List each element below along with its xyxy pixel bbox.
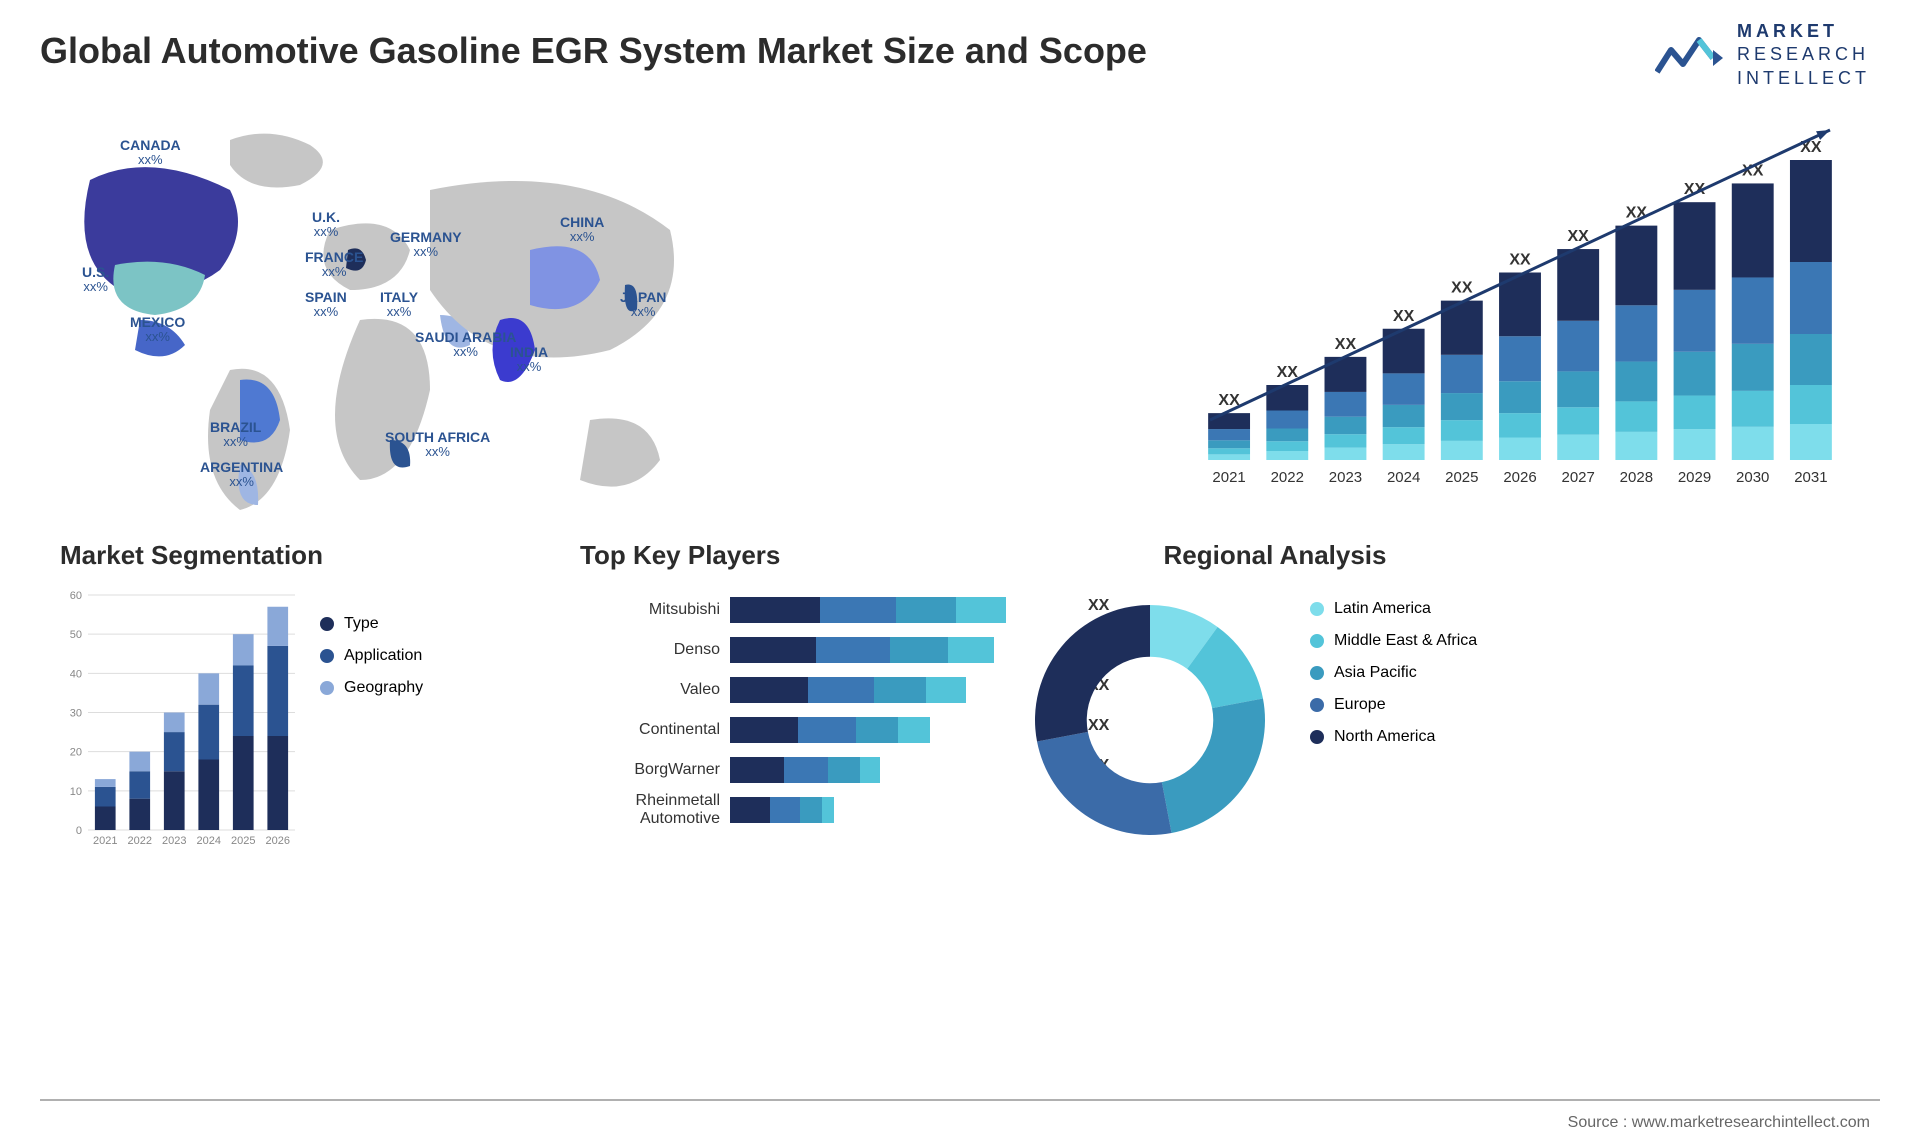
regional-title: Regional Analysis [1000, 540, 1550, 571]
player-label: Mitsubishi [580, 601, 730, 619]
segmentation-section: Market Segmentation 0 10 20 30 40 50 60 2021 202… [60, 540, 440, 850]
map-label: SAUDI ARABIAxx% [415, 330, 516, 360]
svg-text:30: 30 [70, 708, 82, 720]
player-label: Valeo [580, 681, 730, 699]
map-label: SPAINxx% [305, 290, 347, 320]
svg-text:40: 40 [70, 668, 82, 680]
svg-text:2030: 2030 [1736, 469, 1769, 486]
legend-item: Middle East & Africa [1310, 632, 1477, 650]
regional-legend: Latin America Middle East & Africa Asia Pa… [1310, 600, 1477, 760]
map-label: CANADAxx% [120, 138, 181, 168]
svg-text:2031: 2031 [1794, 469, 1827, 486]
svg-text:2025: 2025 [231, 835, 255, 847]
map-label: JAPANxx% [620, 290, 666, 320]
svg-text:2028: 2028 [1620, 469, 1653, 486]
svg-text:XX: XX [1335, 336, 1357, 353]
svg-text:2029: 2029 [1678, 469, 1711, 486]
legend-item: Asia Pacific [1310, 664, 1477, 682]
regional-donut [1020, 590, 1280, 850]
logo-mark-icon [1655, 30, 1725, 80]
svg-text:60: 60 [70, 590, 82, 602]
map-label: MEXICOxx% [130, 315, 185, 345]
svg-text:2023: 2023 [162, 835, 186, 847]
footer-divider [40, 1099, 1880, 1101]
svg-text:10: 10 [70, 786, 82, 798]
footer-source: Source : www.marketresearchintellect.com [1568, 1114, 1870, 1132]
map-label: INDIAxx% [510, 345, 548, 375]
svg-text:2021: 2021 [93, 835, 117, 847]
player-label: BorgWarner [580, 761, 730, 779]
svg-text:2024: 2024 [197, 835, 221, 847]
legend-item: Type [320, 615, 423, 633]
legend-item: Latin America [1310, 600, 1477, 618]
map-label: SOUTH AFRICAxx% [385, 430, 490, 460]
map-label: FRANCExx% [305, 250, 363, 280]
map-label: CHINAxx% [560, 215, 604, 245]
svg-text:XX: XX [1393, 308, 1415, 325]
map-label: GERMANYxx% [390, 230, 462, 260]
segmentation-legend: Type Application Geography [320, 615, 423, 711]
map-label: ARGENTINAxx% [200, 460, 283, 490]
svg-text:2025: 2025 [1445, 469, 1478, 486]
svg-text:2026: 2026 [266, 835, 290, 847]
svg-text:0: 0 [76, 825, 82, 837]
svg-text:XX: XX [1277, 364, 1299, 381]
map-label: ITALYxx% [380, 290, 418, 320]
regional-section: Regional Analysis Latin America Middle Ea… [1000, 540, 1550, 850]
page-title: Global Automotive Gasoline EGR System Ma… [40, 30, 1147, 72]
svg-text:2022: 2022 [1271, 469, 1304, 486]
svg-text:XX: XX [1451, 280, 1473, 297]
svg-text:50: 50 [70, 629, 82, 641]
svg-text:2026: 2026 [1503, 469, 1536, 486]
map-label: U.K.xx% [312, 210, 340, 240]
player-label: Continental [580, 721, 730, 739]
market-size-chart: XX2021XX2022XX2023XX2024XX2025XX2026XX20… [1180, 110, 1860, 490]
svg-text:2023: 2023 [1329, 469, 1362, 486]
legend-item: Geography [320, 679, 423, 697]
segmentation-chart: 0 10 20 30 40 50 60 2021 2022 2023 2024 2025 2026 [60, 585, 300, 850]
legend-item: Europe [1310, 696, 1477, 714]
svg-text:20: 20 [70, 747, 82, 759]
map-label: BRAZILxx% [210, 420, 261, 450]
segmentation-title: Market Segmentation [60, 540, 440, 571]
svg-text:2021: 2021 [1212, 469, 1245, 486]
svg-text:2024: 2024 [1387, 469, 1420, 486]
svg-text:2027: 2027 [1561, 469, 1594, 486]
svg-text:2022: 2022 [128, 835, 152, 847]
brand-logo: MARKET RESEARCH INTELLECT [1655, 20, 1870, 90]
map-label: U.S.xx% [82, 265, 109, 295]
legend-item: North America [1310, 728, 1477, 746]
player-label: Rheinmetall Automotive [580, 792, 730, 828]
logo-text: MARKET RESEARCH INTELLECT [1737, 20, 1870, 90]
player-label: Denso [580, 641, 730, 659]
world-map: CANADAxx% U.S.xx% MEXICOxx% BRAZILxx% ARGENT… [30, 120, 710, 520]
legend-item: Application [320, 647, 423, 665]
svg-text:XX: XX [1509, 252, 1531, 269]
